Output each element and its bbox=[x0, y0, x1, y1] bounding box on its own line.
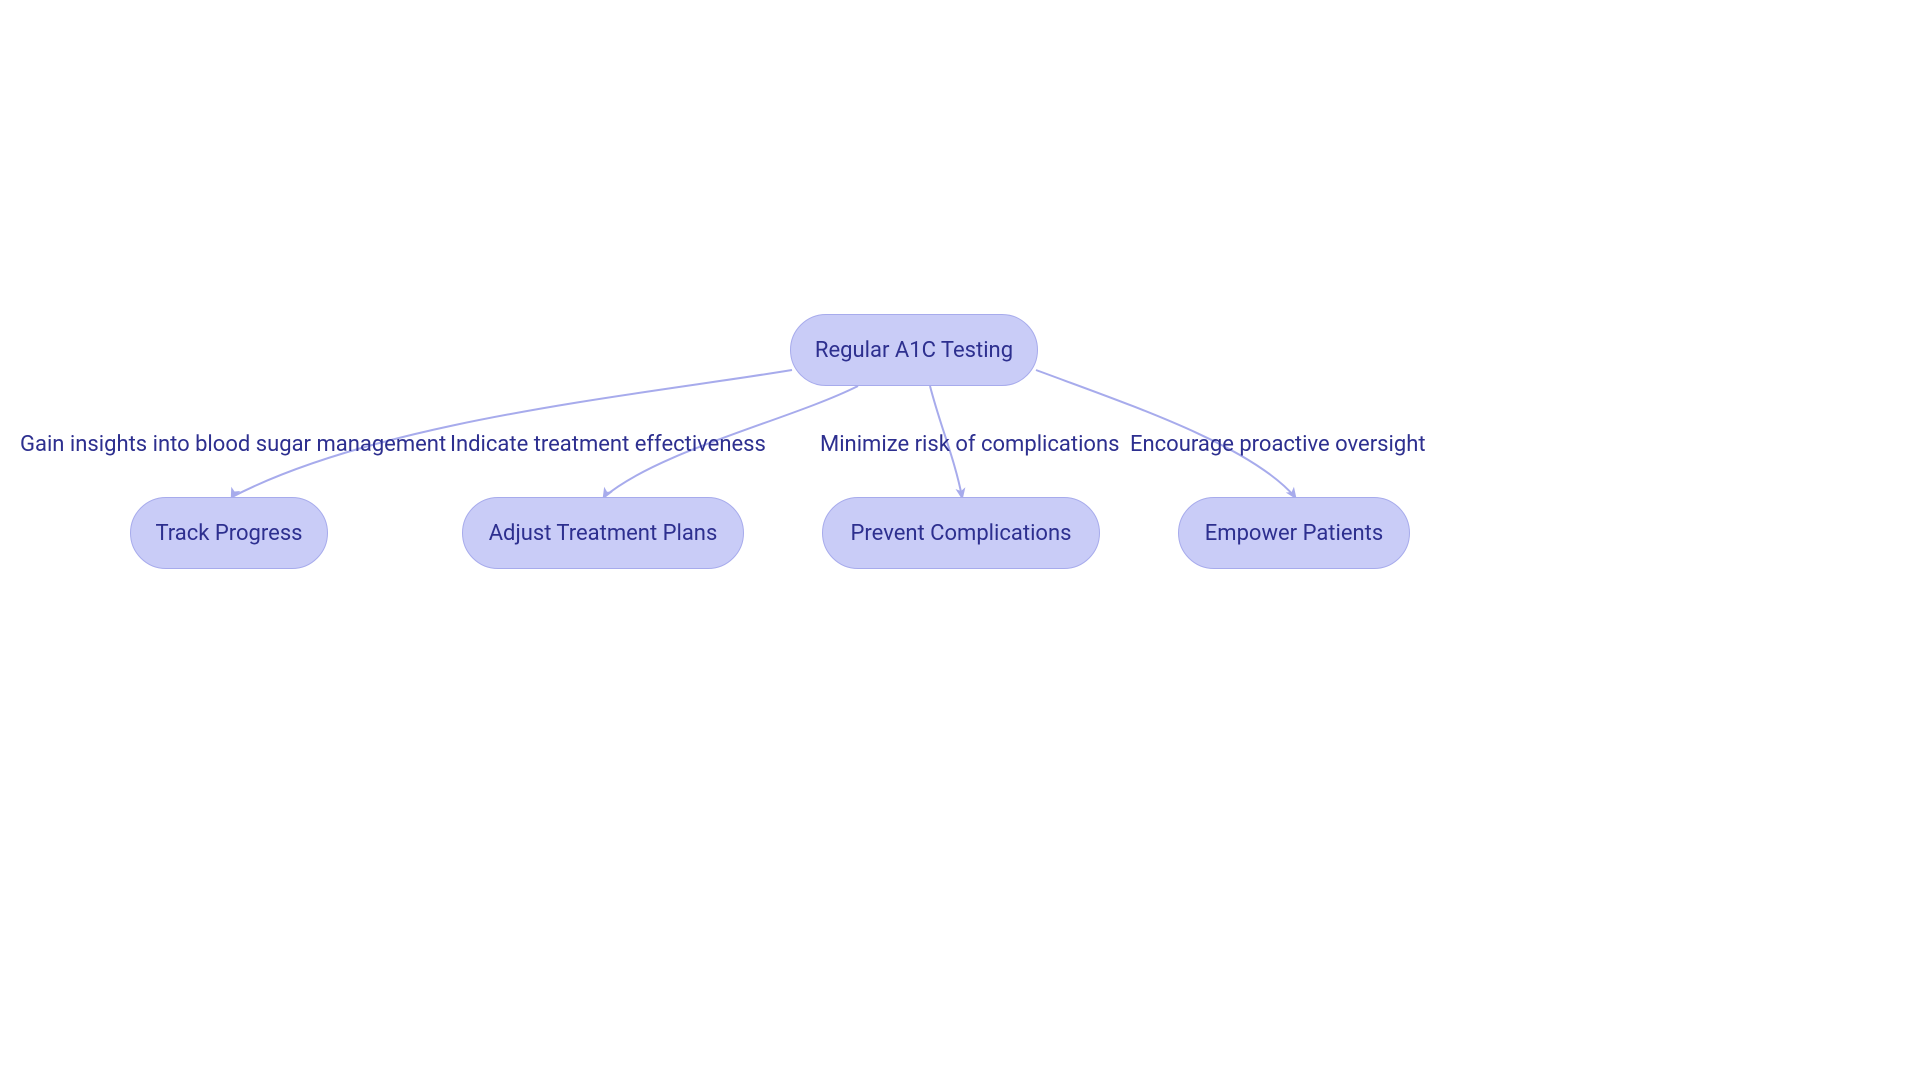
diagram-canvas: Regular A1C Testing Track Progress Adjust … bbox=[0, 0, 1920, 1083]
edge-label-prevent: Minimize risk of complications bbox=[820, 432, 1119, 457]
node-track: Track Progress bbox=[130, 497, 328, 569]
node-adjust: Adjust Treatment Plans bbox=[462, 497, 744, 569]
edge-label-empower: Encourage proactive oversight bbox=[1130, 432, 1426, 457]
edge-label-track: Gain insights into blood sugar managemen… bbox=[20, 432, 446, 457]
node-empower: Empower Patients bbox=[1178, 497, 1410, 569]
node-root: Regular A1C Testing bbox=[790, 314, 1038, 386]
edge-label-adjust: Indicate treatment effectiveness bbox=[450, 432, 766, 457]
node-prevent: Prevent Complications bbox=[822, 497, 1100, 569]
